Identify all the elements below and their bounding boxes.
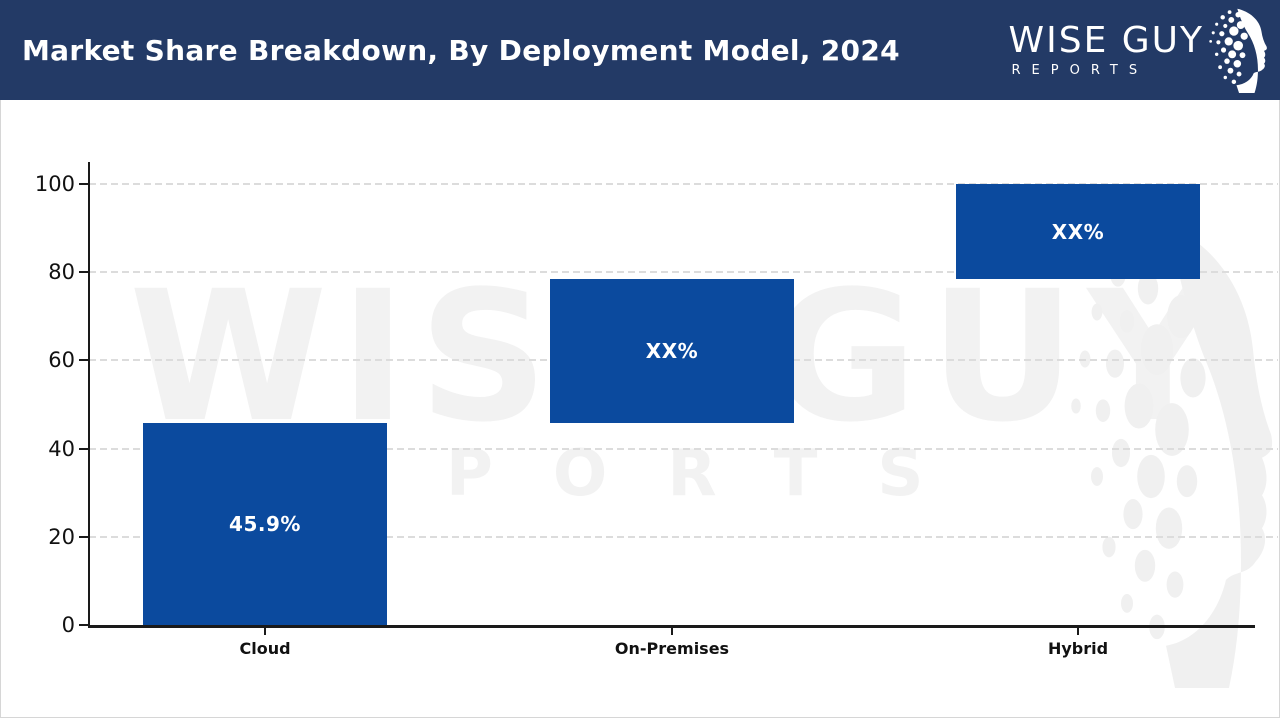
y-tick-100 [79, 183, 88, 185]
logo-name: WISE GUY [1008, 19, 1204, 61]
chart-area: WISE GUY REPORTS 45.9% XX% XX% 0 20 40 60 80 10… [0, 100, 1280, 718]
y-tick-80 [79, 271, 88, 274]
bar-hybrid: XX% [956, 184, 1200, 280]
y-tick-label-80: 80 [48, 260, 75, 285]
x-category-label: Hybrid [1047, 639, 1109, 658]
x-axis-line [88, 625, 1255, 628]
logo-text: WISE GUY REPORTS [1008, 19, 1205, 78]
y-tick-label-60: 60 [48, 348, 75, 373]
y-tick-0 [79, 624, 88, 626]
y-tick-20 [79, 535, 88, 538]
bar-on-premises: XX% [550, 279, 794, 423]
bar-value-label: XX% [645, 338, 699, 363]
axis-layer: 0 20 40 60 80 100 Cloud On-Premises Hybrid [1, 100, 1279, 717]
x-category-label: Cloud [239, 639, 291, 658]
x-tick-0 [264, 628, 266, 635]
x-category-label: On-Premises [614, 639, 730, 658]
y-axis-line [88, 162, 90, 627]
x-tick-1 [671, 628, 673, 635]
header-bar: Market Share Breakdown, By Deployment Mo… [0, 0, 1280, 100]
bar-cloud: 45.9% [143, 422, 387, 625]
bar-value-label: XX% [1051, 219, 1105, 244]
y-tick-40 [79, 447, 88, 450]
y-tick-label-40: 40 [48, 436, 75, 461]
gridline-100 [89, 183, 1278, 185]
y-tick-60 [79, 359, 88, 362]
gridline-40 [89, 447, 1278, 450]
page-title: Market Share Breakdown, By Deployment Mo… [22, 33, 900, 67]
logo-subtitle: REPORTS [1011, 62, 1149, 78]
x-tick-2 [1077, 628, 1079, 635]
wiseguy-logo: WISE GUY REPORTS [1009, 0, 1271, 100]
y-tick-label-100: 100 [34, 172, 75, 196]
y-tick-label-0: 0 [61, 613, 75, 637]
gridline-20 [89, 535, 1278, 538]
bar-layer: 45.9% XX% XX% [1, 100, 1279, 717]
wiseguy-head-icon [1209, 8, 1267, 93]
gridline-80 [89, 271, 1278, 274]
bar-value-label: 45.9% [229, 511, 301, 536]
y-tick-label-20: 20 [48, 524, 75, 549]
